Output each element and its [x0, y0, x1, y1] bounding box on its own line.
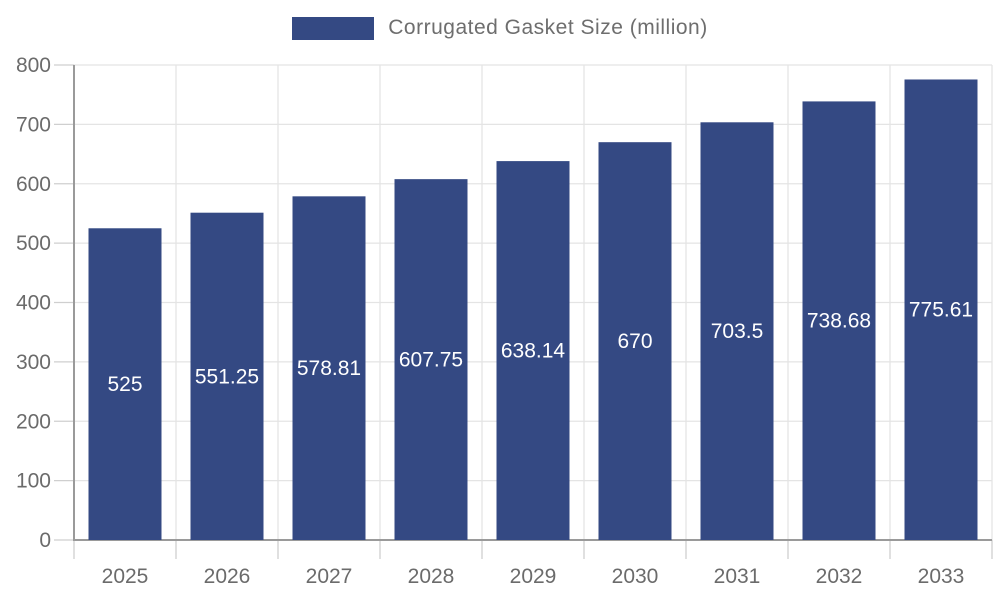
- y-tick-label: 700: [16, 113, 51, 136]
- y-tick-label: 600: [16, 173, 51, 196]
- y-tick-label: 200: [16, 410, 51, 433]
- y-tick-label: 400: [16, 292, 51, 315]
- bar-value-label: 670: [617, 330, 652, 353]
- bar-value-label: 703.5: [711, 320, 764, 343]
- bar-value-label: 738.68: [807, 310, 871, 333]
- bar[interactable]: [394, 179, 468, 540]
- bar-value-label: 775.61: [909, 299, 973, 322]
- legend: Corrugated Gasket Size (million): [0, 16, 1000, 40]
- x-tick-label: 2025: [102, 565, 149, 588]
- bar-value-label: 525: [107, 373, 142, 396]
- y-tick-label: 800: [16, 54, 51, 77]
- legend-swatch[interactable]: [292, 16, 375, 40]
- bar-value-label: 638.14: [501, 340, 566, 363]
- bar[interactable]: [190, 212, 264, 540]
- bar[interactable]: [88, 228, 162, 540]
- x-tick-label: 2029: [510, 565, 557, 588]
- y-tick-label: 300: [16, 351, 51, 374]
- bar[interactable]: [700, 122, 774, 540]
- bar-value-label: 607.75: [399, 349, 463, 372]
- bar[interactable]: [802, 101, 876, 540]
- x-tick-label: 2026: [204, 565, 251, 588]
- x-tick-label: 2032: [816, 565, 863, 588]
- bar[interactable]: [904, 79, 978, 540]
- x-tick-label: 2033: [918, 565, 965, 588]
- y-tick-label: 100: [16, 470, 51, 493]
- bar-value-label: 578.81: [297, 357, 361, 380]
- bar[interactable]: [598, 142, 672, 540]
- legend-label[interactable]: Corrugated Gasket Size (million): [388, 16, 708, 39]
- x-tick-label: 2031: [714, 565, 761, 588]
- x-tick-label: 2028: [408, 565, 455, 588]
- y-tick-label: 0: [39, 529, 51, 552]
- x-tick-label: 2027: [306, 565, 353, 588]
- x-tick-label: 2030: [612, 565, 659, 588]
- bar-value-label: 551.25: [195, 365, 259, 388]
- bar[interactable]: [292, 196, 366, 541]
- y-tick-label: 500: [16, 232, 51, 255]
- bar[interactable]: [496, 161, 570, 540]
